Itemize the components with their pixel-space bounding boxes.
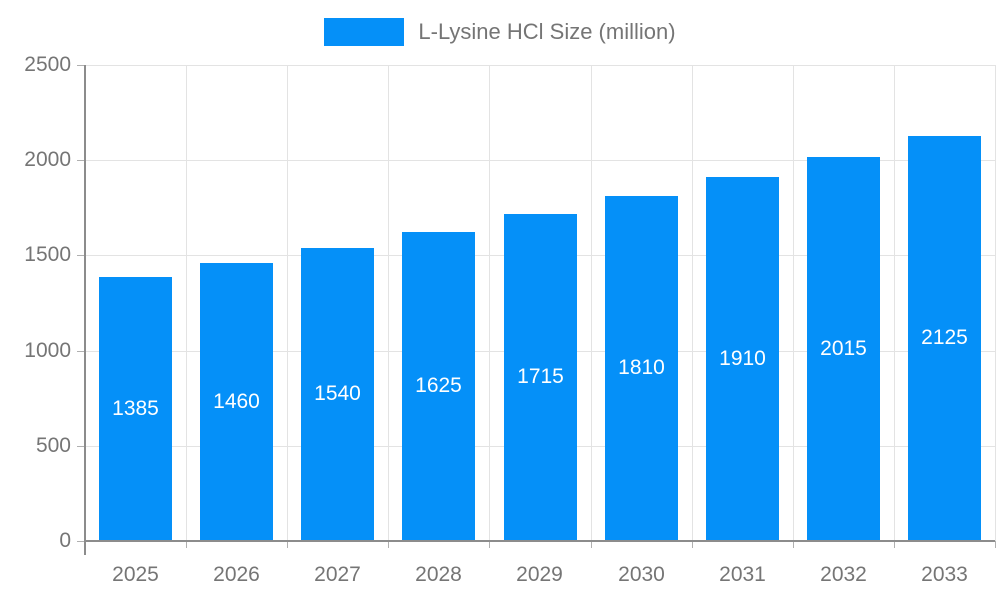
bar-value-label: 2125 — [921, 326, 968, 349]
bar-value-label: 2015 — [820, 336, 867, 360]
x-axis-tick — [894, 541, 895, 548]
x-gridline — [591, 65, 592, 541]
bar-value-label: 1715 — [517, 365, 564, 388]
x-axis-tick — [995, 541, 996, 548]
x-axis-line — [85, 540, 995, 542]
bar[interactable]: 1460 — [200, 263, 273, 540]
bar-value-label: 1910 — [719, 346, 766, 370]
x-axis-tick-label: 2028 — [415, 563, 462, 586]
x-axis-tick-label: 2033 — [921, 563, 968, 586]
y-axis-tick — [77, 351, 85, 352]
x-gridline — [692, 65, 693, 541]
x-gridline — [995, 65, 996, 541]
x-axis-tick — [186, 541, 187, 548]
x-axis-tick — [591, 541, 592, 548]
legend-swatch — [324, 18, 405, 46]
x-axis-tick — [287, 541, 288, 548]
y-axis-tick-label: 2000 — [24, 148, 71, 171]
x-axis-tick-label: 2026 — [213, 563, 260, 586]
y-axis-tick — [77, 255, 85, 256]
legend[interactable]: L-Lysine HCl Size (million) — [0, 14, 1000, 50]
y-gridline — [85, 65, 995, 66]
bar[interactable]: 1625 — [402, 232, 475, 540]
x-axis-tick-label: 2025 — [112, 563, 159, 586]
x-axis-tick-label: 2030 — [618, 563, 665, 586]
bar[interactable]: 1715 — [504, 214, 577, 540]
legend-label: L-Lysine HCl Size (million) — [418, 19, 676, 44]
x-gridline — [489, 65, 490, 541]
y-axis-tick-label: 1500 — [24, 243, 71, 266]
x-gridline — [186, 65, 187, 541]
y-axis-tick — [77, 446, 85, 447]
y-gridline — [85, 160, 995, 161]
x-axis-tick-label: 2029 — [516, 563, 563, 586]
x-axis-tick — [489, 541, 490, 548]
x-axis-tick — [793, 541, 794, 548]
y-axis-tick — [77, 541, 85, 542]
x-axis-tick-label: 2031 — [719, 563, 766, 586]
bar-value-label: 1460 — [213, 389, 260, 413]
bar[interactable]: 1385 — [99, 277, 172, 540]
y-axis-tick-label: 0 — [59, 529, 71, 552]
y-axis-tick-label: 2500 — [24, 53, 71, 76]
bar[interactable]: 1910 — [706, 177, 779, 540]
bar[interactable]: 1810 — [605, 196, 678, 540]
bar-value-label: 1385 — [112, 396, 159, 420]
x-gridline — [287, 65, 288, 541]
y-axis-tick — [77, 65, 85, 66]
x-axis-tick — [388, 541, 389, 548]
x-gridline — [894, 65, 895, 541]
y-axis-line — [84, 65, 86, 555]
bar[interactable]: 2125 — [908, 136, 981, 540]
x-axis-tick-label: 2027 — [314, 563, 361, 586]
y-axis-tick-label: 500 — [35, 434, 71, 457]
bar-value-label: 1810 — [618, 356, 665, 379]
x-axis-tick — [692, 541, 693, 548]
x-gridline — [793, 65, 794, 541]
x-gridline — [388, 65, 389, 541]
x-axis-tick-label: 2032 — [820, 563, 867, 586]
bar-value-label: 1625 — [415, 374, 462, 397]
y-axis-tick — [77, 160, 85, 161]
y-axis-tick-label: 1000 — [24, 339, 71, 362]
bar-value-label: 1540 — [314, 382, 361, 405]
bar[interactable]: 2015 — [807, 157, 880, 540]
bar[interactable]: 1540 — [301, 248, 374, 540]
